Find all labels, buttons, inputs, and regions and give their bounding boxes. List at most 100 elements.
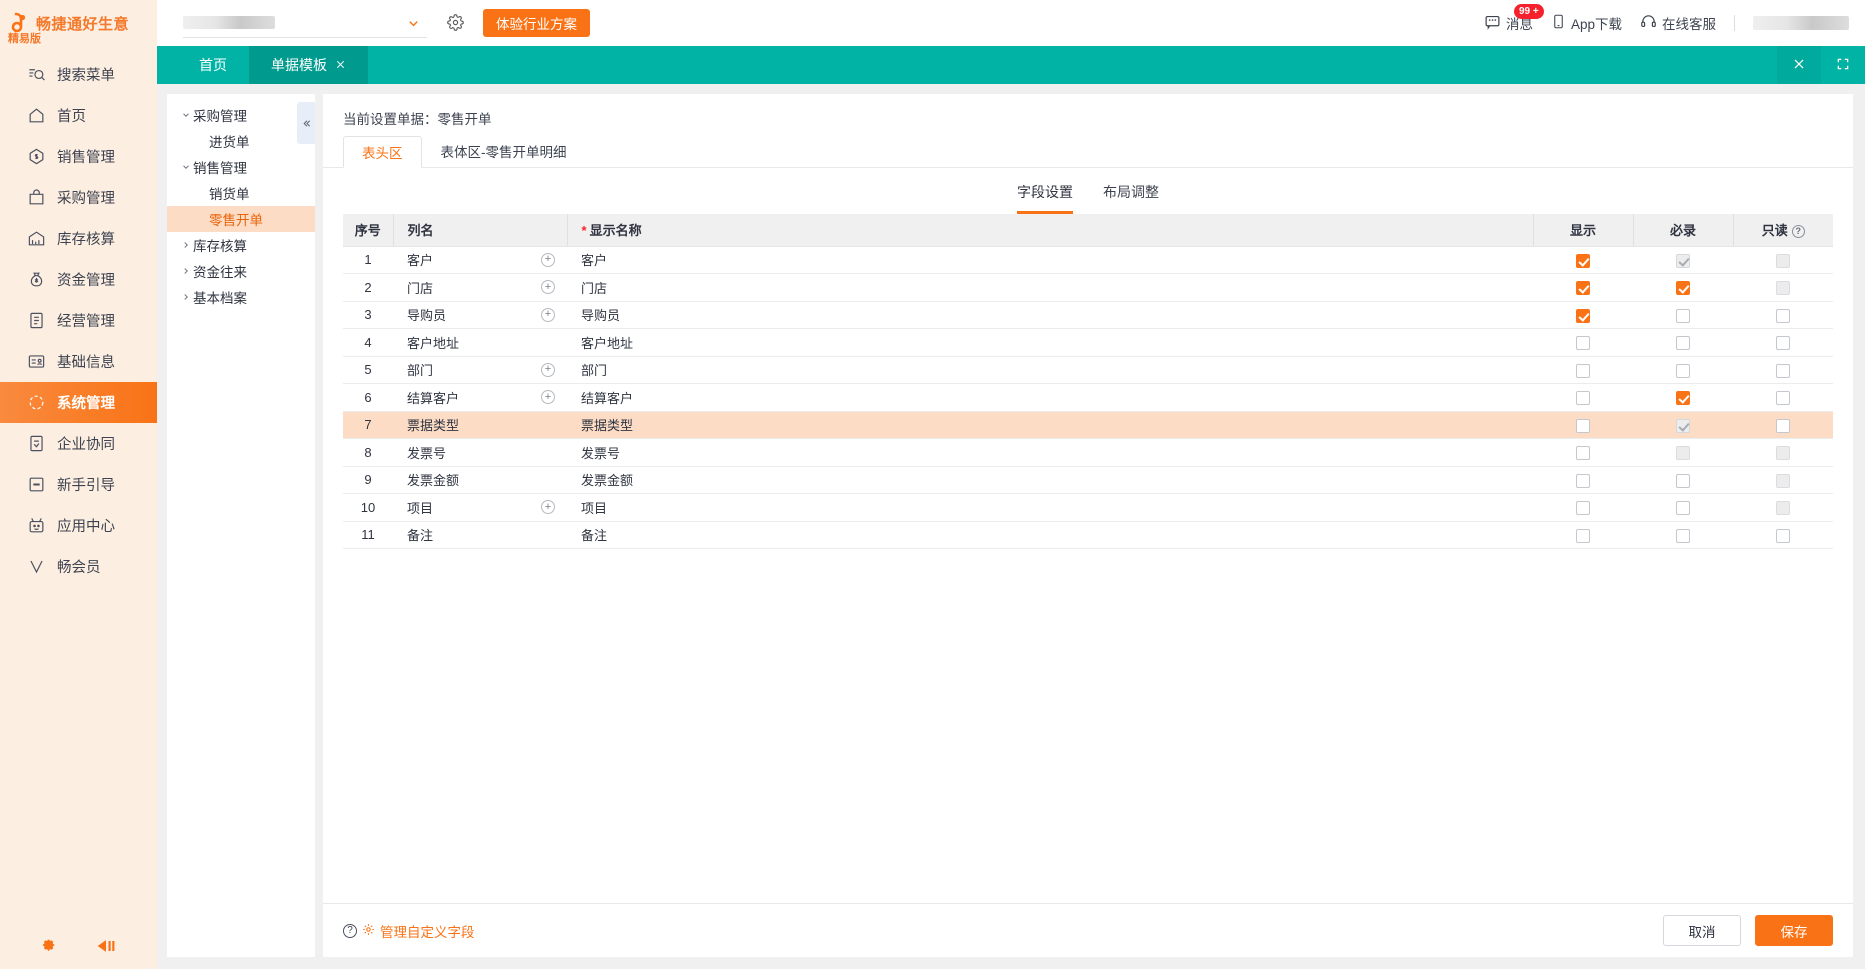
- cell-display-name[interactable]: 项目: [567, 493, 1533, 522]
- chevron-down-icon[interactable]: [406, 16, 421, 34]
- collapse-sidebar-icon[interactable]: [96, 939, 116, 953]
- cell-display-name[interactable]: 导购员: [567, 301, 1533, 329]
- checkbox-show[interactable]: [1576, 446, 1590, 461]
- cancel-button[interactable]: 取消: [1663, 915, 1741, 946]
- message-center-button[interactable]: 消息 99 +: [1484, 3, 1544, 33]
- sidebar-item-sales[interactable]: 销售管理: [0, 136, 157, 177]
- cell-display-name[interactable]: 部门: [567, 356, 1533, 384]
- cell-display-name[interactable]: 发票号: [567, 438, 1533, 467]
- checkbox-show[interactable]: [1576, 418, 1590, 433]
- sidebar-item-inventory[interactable]: 库存核算: [0, 218, 157, 259]
- sidebar-item-funds[interactable]: 资金管理: [0, 259, 157, 300]
- sidebar-item-collaboration[interactable]: 企业协同: [0, 423, 157, 464]
- tree-node-fund-transactions[interactable]: 资金往来: [167, 258, 315, 284]
- checkbox-show[interactable]: [1576, 391, 1590, 406]
- sidebar-item-search-menu[interactable]: 搜索菜单: [0, 54, 157, 95]
- collapse-left-icon[interactable]: [297, 102, 315, 144]
- fullscreen-button[interactable]: [1821, 46, 1865, 84]
- checkbox-show[interactable]: [1576, 281, 1590, 296]
- user-account[interactable]: [1753, 15, 1849, 30]
- table-row[interactable]: 3 导购员 + 导购员: [343, 301, 1833, 329]
- tree-node-retail-invoice[interactable]: 零售开单: [167, 206, 315, 232]
- cell-display-name[interactable]: 发票金额: [567, 466, 1533, 494]
- sidebar-item-purchase[interactable]: 采购管理: [0, 177, 157, 218]
- topbar: 体验行业方案 消息 99 + App下载: [157, 0, 1865, 46]
- checkbox-readonly[interactable]: [1776, 308, 1790, 323]
- checkbox-readonly[interactable]: [1776, 528, 1790, 543]
- cell-display-name[interactable]: 备注: [567, 521, 1533, 549]
- checkbox-required[interactable]: [1676, 528, 1690, 543]
- tree-node-sales-order[interactable]: 销货单: [167, 180, 315, 206]
- checkbox-readonly[interactable]: [1776, 363, 1790, 378]
- sidebar-item-operations[interactable]: 经营管理: [0, 300, 157, 341]
- save-button[interactable]: 保存: [1755, 915, 1833, 946]
- plus-icon[interactable]: +: [541, 500, 555, 515]
- table-row[interactable]: 9 发票金额 发票金额: [343, 466, 1833, 494]
- tab-document-template[interactable]: 单据模板: [249, 46, 368, 84]
- sidebar-item-app-center[interactable]: 应用中心: [0, 505, 157, 546]
- checkbox-required[interactable]: [1676, 336, 1690, 351]
- checkbox-required[interactable]: [1676, 308, 1690, 323]
- sidebar-item-basic-info[interactable]: 基础信息: [0, 341, 157, 382]
- checkbox-show[interactable]: [1576, 336, 1590, 351]
- tree-node-basic-archives[interactable]: 基本档案: [167, 284, 315, 310]
- manage-custom-fields-link[interactable]: ? 管理自定义字段: [343, 921, 475, 941]
- table-row[interactable]: 11 备注 备注: [343, 521, 1833, 549]
- online-support-button[interactable]: 在线客服: [1640, 13, 1716, 33]
- checkbox-readonly[interactable]: [1776, 391, 1790, 406]
- cell-display-name[interactable]: 客户: [567, 246, 1533, 274]
- tab-body-area[interactable]: 表体区-零售开单明细: [422, 135, 586, 167]
- checkbox-show[interactable]: [1576, 253, 1590, 268]
- tab-layout-adjust[interactable]: 布局调整: [1103, 182, 1159, 214]
- cell-display-name[interactable]: 票据类型: [567, 411, 1533, 439]
- app-download-button[interactable]: App下载: [1551, 13, 1622, 33]
- help-icon[interactable]: ?: [1791, 225, 1805, 239]
- checkbox-show[interactable]: [1576, 308, 1590, 323]
- plus-icon[interactable]: +: [541, 362, 555, 377]
- checkbox-required[interactable]: [1676, 363, 1690, 378]
- experience-solution-button[interactable]: 体验行业方案: [483, 8, 590, 37]
- table-row[interactable]: 6 结算客户 + 结算客户: [343, 383, 1833, 412]
- table-row[interactable]: 2 门店 + 门店: [343, 273, 1833, 302]
- cell-display-name[interactable]: 客户地址: [567, 328, 1533, 357]
- checkbox-show[interactable]: [1576, 528, 1590, 543]
- sidebar-item-vip-member[interactable]: 畅会员: [0, 546, 157, 587]
- table-row[interactable]: 7 票据类型 票据类型: [343, 411, 1833, 439]
- brand: 畅捷通好生意 精易版: [0, 0, 157, 46]
- checkbox-required[interactable]: [1676, 391, 1690, 406]
- close-icon[interactable]: [335, 59, 346, 72]
- sidebar-item-home[interactable]: 首页: [0, 95, 157, 136]
- tree-node-sales-management[interactable]: 销售管理: [167, 154, 315, 180]
- checkbox-show[interactable]: [1576, 501, 1590, 516]
- checkbox-show[interactable]: [1576, 473, 1590, 488]
- plus-icon[interactable]: +: [541, 280, 555, 295]
- table-row[interactable]: 4 客户地址 客户地址: [343, 328, 1833, 357]
- checkbox-readonly[interactable]: [1776, 418, 1790, 433]
- cell-display-name[interactable]: 结算客户: [567, 383, 1533, 412]
- tree-node-purchase-order[interactable]: 进货单: [167, 128, 315, 154]
- tab-header-area[interactable]: 表头区: [343, 136, 422, 168]
- checkbox-required[interactable]: [1676, 281, 1690, 296]
- checkbox-show[interactable]: [1576, 363, 1590, 378]
- tree-node-inventory-accounting[interactable]: 库存核算: [167, 232, 315, 258]
- checkbox-required[interactable]: [1676, 473, 1690, 488]
- gear-icon[interactable]: [445, 13, 465, 33]
- table-row[interactable]: 8 发票号 发票号: [343, 438, 1833, 467]
- table-row[interactable]: 10 项目 + 项目: [343, 493, 1833, 522]
- plus-icon[interactable]: +: [541, 390, 555, 405]
- tab-field-settings[interactable]: 字段设置: [1017, 182, 1073, 214]
- gear-icon[interactable]: [41, 938, 57, 954]
- table-row[interactable]: 1 客户 + 客户: [343, 246, 1833, 274]
- org-select[interactable]: [183, 8, 427, 38]
- sidebar-item-newbie-guide[interactable]: 新手引导: [0, 464, 157, 505]
- plus-icon[interactable]: +: [541, 307, 555, 322]
- sidebar-item-system-management[interactable]: 系统管理: [0, 382, 157, 423]
- plus-icon[interactable]: +: [541, 252, 555, 267]
- cell-display-name[interactable]: 门店: [567, 273, 1533, 302]
- close-all-tabs-button[interactable]: [1777, 46, 1821, 84]
- checkbox-readonly[interactable]: [1776, 336, 1790, 351]
- tab-home[interactable]: 首页: [177, 46, 249, 84]
- table-row[interactable]: 5 部门 + 部门: [343, 356, 1833, 384]
- checkbox-required[interactable]: [1676, 501, 1690, 516]
- tree-node-purchase-management[interactable]: 采购管理: [167, 102, 315, 128]
